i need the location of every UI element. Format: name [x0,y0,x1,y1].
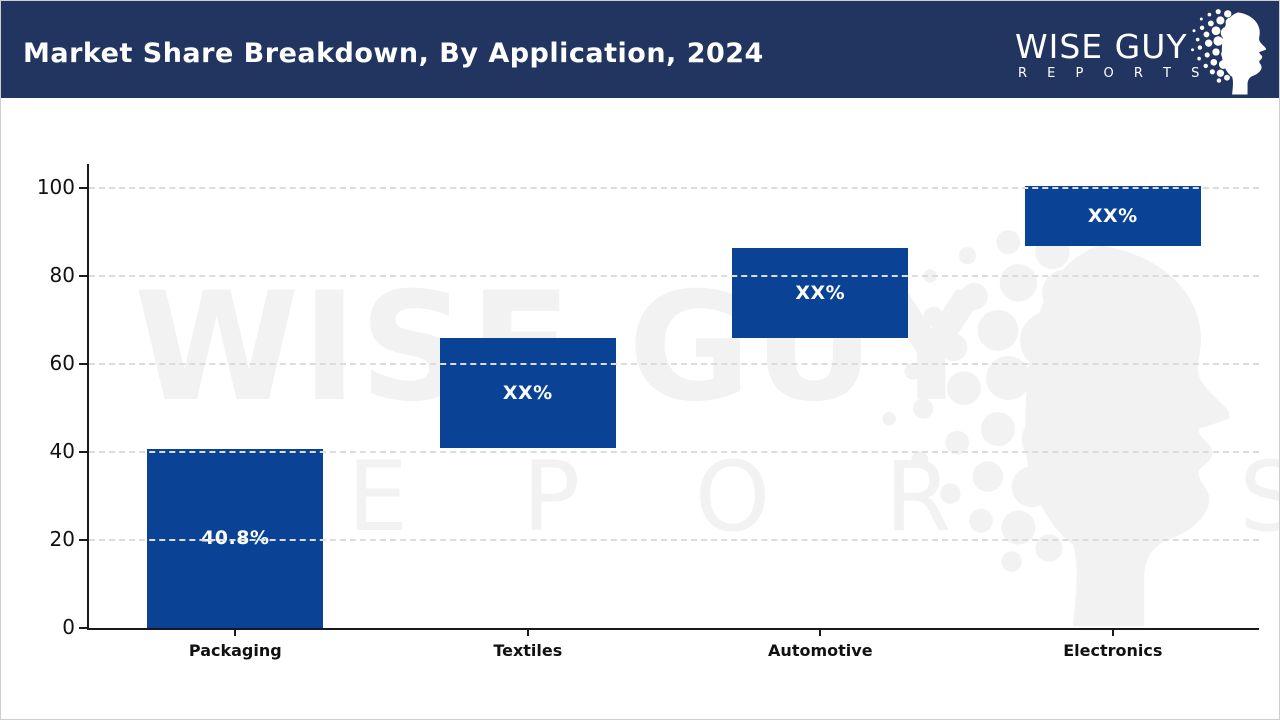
y-tick-40 [79,451,87,454]
y-tick-label-0: 0 [62,615,75,639]
wiseguy-head-icon [1191,9,1266,95]
wiseguy-head-icon [1183,8,1271,96]
y-tick-20 [79,539,87,541]
y-tick-80 [79,275,87,278]
bar-textiles: XX% [439,338,616,448]
x-tick-electronics [1111,628,1114,636]
bar-value-label: 40.8% [201,527,270,550]
page-title: Market Share Breakdown, By Application, … [23,38,764,69]
y-tick-60 [79,363,87,366]
wiseguy-logo: WISE GUY R E P O R T S [1015,5,1267,95]
gridline-100 [89,187,1259,190]
y-tick-label-40: 40 [49,439,75,464]
y-tick-label-100: 100 [36,175,75,200]
y-tick-label-80: 80 [49,263,75,288]
waterfall-chart: 40.8% XX% XX% XX% 0 20 40 60 80 100 Packaging Te… [1,98,1279,719]
logo-subtext: R E P O R T S [1018,66,1208,81]
bar-automotive: XX% [732,248,909,338]
x-tick-packaging [234,628,237,636]
y-tick-label-20: 20 [49,527,75,551]
x-tick-label-automotive: Automotive [768,641,873,660]
bar-electronics: XX% [1024,186,1201,247]
y-tick-100 [79,187,87,190]
x-tick-automotive [819,628,822,636]
bar-value-label: XX% [1087,205,1138,228]
x-tick-label-textiles: Textiles [493,641,563,660]
y-tick-label-60: 60 [49,351,75,376]
x-tick-textiles [526,628,529,636]
x-axis [87,628,1259,630]
gridline-20 [89,539,1259,541]
gridline-60 [89,363,1259,366]
y-axis [87,164,89,630]
header-bar: Market Share Breakdown, By Application, … [1,1,1279,98]
x-tick-label-electronics: Electronics [1063,641,1163,660]
gridline-40 [89,451,1259,454]
bar-packaging: 40.8% [147,448,324,628]
bar-value-label: XX% [502,381,553,404]
logo-wordmark: WISE GUY [1015,27,1188,66]
x-tick-label-packaging: Packaging [188,641,282,660]
bar-value-label: XX% [795,281,846,304]
gridline-80 [89,275,1259,278]
y-tick-0 [79,627,87,629]
